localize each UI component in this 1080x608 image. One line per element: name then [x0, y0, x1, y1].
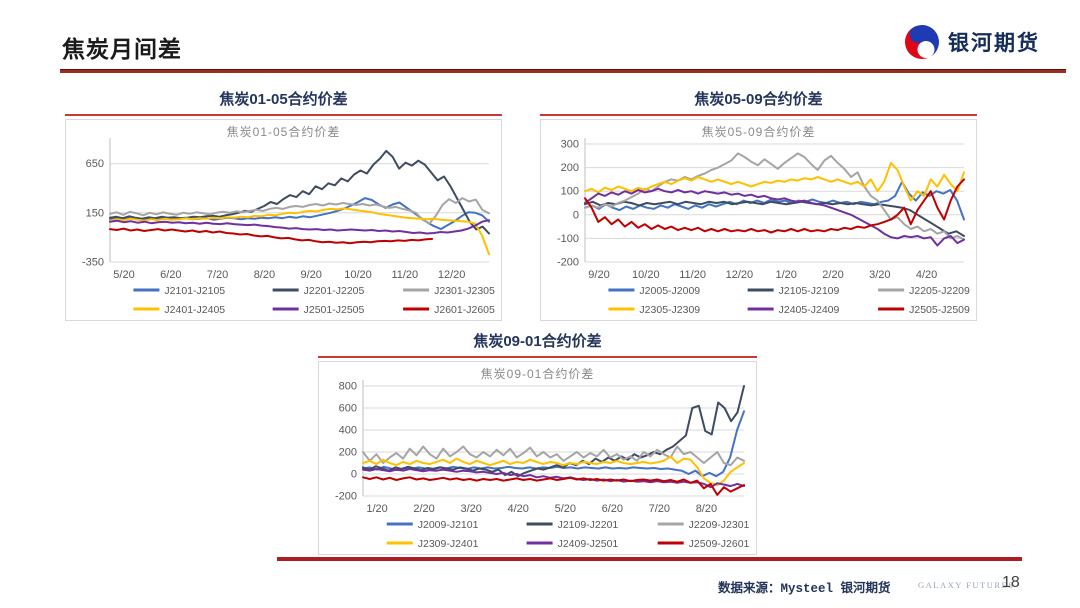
footer-source: 数据来源：Mysteel 银河期货	[718, 582, 891, 596]
svg-text:5/20: 5/20	[555, 503, 576, 515]
title-underline	[60, 69, 1066, 73]
svg-text:J2601-J2605: J2601-J2605	[434, 304, 495, 316]
svg-text:-100: -100	[557, 233, 579, 245]
chart-box-05-09: 焦炭05-09合约价差 300 200 100 0 -100 -200 9/20 10/20 11…	[540, 119, 977, 321]
chart-section-09-01: 焦炭09-01合约价差 焦炭09-01合约价差 800 600 400 200 0 -200…	[318, 330, 757, 555]
svg-text:J2009-J2101: J2009-J2101	[418, 519, 479, 531]
svg-text:6/20: 6/20	[160, 269, 181, 281]
svg-text:J2405-J2409: J2405-J2409	[779, 304, 840, 316]
svg-text:8/20: 8/20	[696, 503, 717, 515]
page-number: 18	[1002, 574, 1020, 591]
company-logo: 银河期货	[904, 24, 1040, 60]
svg-text:4/20: 4/20	[916, 269, 937, 281]
svg-text:8/20: 8/20	[254, 269, 275, 281]
svg-text:150: 150	[86, 207, 104, 219]
svg-text:6/20: 6/20	[602, 503, 623, 515]
svg-text:J2309-J2401: J2309-J2401	[418, 538, 479, 550]
svg-text:800: 800	[339, 381, 357, 393]
svg-text:J2301-J2305: J2301-J2305	[434, 285, 495, 297]
svg-text:11/20: 11/20	[679, 269, 706, 281]
chart-header-01-05: 焦炭01-05合约价差	[65, 88, 502, 116]
chart-header-05-09: 焦炭05-09合约价差	[540, 88, 977, 116]
svg-text:2/20: 2/20	[413, 503, 434, 515]
svg-text:焦炭01-05合约价差: 焦炭01-05合约价差	[227, 124, 341, 139]
svg-text:9/20: 9/20	[588, 269, 609, 281]
chart-section-01-05: 焦炭01-05合约价差 焦炭01-05合约价差 650 150 -350 5/20 6/2…	[65, 88, 502, 321]
svg-text:-350: -350	[82, 257, 104, 269]
svg-text:焦炭09-01合约价差: 焦炭09-01合约价差	[481, 366, 595, 381]
svg-text:J2209-J2301: J2209-J2301	[689, 519, 750, 531]
chart-header-09-01: 焦炭09-01合约价差	[318, 330, 757, 358]
svg-text:3/20: 3/20	[869, 269, 890, 281]
chart-box-09-01: 焦炭09-01合约价差 800 600 400 200 0 -200 1/20 2/20 3/20…	[318, 361, 757, 555]
svg-text:-200: -200	[335, 491, 357, 503]
svg-text:5/20: 5/20	[113, 269, 134, 281]
svg-text:300: 300	[561, 139, 579, 151]
galaxy-swirl-icon	[904, 24, 940, 60]
svg-text:400: 400	[339, 425, 357, 437]
svg-text:J2101-J2105: J2101-J2105	[164, 285, 225, 297]
svg-text:-200: -200	[557, 257, 579, 269]
svg-text:0: 0	[351, 469, 357, 481]
svg-text:J2305-J2309: J2305-J2309	[639, 304, 700, 316]
svg-text:10/20: 10/20	[632, 269, 660, 281]
svg-text:J2205-J2209: J2205-J2209	[909, 285, 970, 297]
chart-canvas-01-05: 焦炭01-05合约价差 650 150 -350 5/20 6/20 7/20 8/20 9/2…	[82, 124, 495, 316]
svg-text:4/20: 4/20	[507, 503, 528, 515]
svg-text:J2105-J2109: J2105-J2109	[779, 285, 840, 297]
svg-text:J2409-J2501: J2409-J2501	[558, 538, 619, 550]
chart-box-01-05: 焦炭01-05合约价差 650 150 -350 5/20 6/20 7/20 8/20 9/2…	[65, 119, 502, 321]
svg-text:3/20: 3/20	[460, 503, 481, 515]
svg-text:1/20: 1/20	[366, 503, 387, 515]
page-title: 焦炭月间差	[62, 36, 182, 62]
logo-text: 银河期货	[948, 32, 1040, 55]
svg-text:12/20: 12/20	[726, 269, 754, 281]
svg-text:7/20: 7/20	[207, 269, 228, 281]
footer-rule	[277, 557, 1022, 561]
svg-text:200: 200	[561, 162, 579, 174]
svg-text:11/20: 11/20	[391, 269, 418, 281]
svg-text:J2109-J2201: J2109-J2201	[558, 519, 619, 531]
svg-text:J2201-J2205: J2201-J2205	[304, 285, 365, 297]
svg-text:12/20: 12/20	[438, 269, 466, 281]
svg-text:J2401-J2405: J2401-J2405	[164, 304, 225, 316]
chart-canvas-05-09: 焦炭05-09合约价差 300 200 100 0 -100 -200 9/20 10/20 11…	[557, 124, 970, 316]
svg-text:J2509-J2601: J2509-J2601	[689, 538, 750, 550]
svg-text:0: 0	[573, 209, 579, 221]
svg-text:100: 100	[561, 186, 579, 198]
svg-text:J2005-J2009: J2005-J2009	[639, 285, 700, 297]
svg-text:7/20: 7/20	[649, 503, 670, 515]
svg-text:9/20: 9/20	[300, 269, 321, 281]
svg-text:10/20: 10/20	[344, 269, 372, 281]
chart-canvas-09-01: 焦炭09-01合约价差 800 600 400 200 0 -200 1/20 2/20 3/20…	[335, 366, 750, 550]
chart-section-05-09: 焦炭05-09合约价差 焦炭05-09合约价差 300 200 100 0 -100 -20…	[540, 88, 977, 321]
svg-text:J2505-J2509: J2505-J2509	[909, 304, 970, 316]
svg-text:2/20: 2/20	[822, 269, 843, 281]
footer-brand: GALAXY FUTURES	[918, 580, 1015, 590]
svg-text:J2501-J2505: J2501-J2505	[304, 304, 365, 316]
svg-text:200: 200	[339, 447, 357, 459]
svg-text:600: 600	[339, 403, 357, 415]
svg-text:650: 650	[86, 158, 104, 170]
svg-text:焦炭05-09合约价差: 焦炭05-09合约价差	[702, 124, 816, 139]
svg-text:1/20: 1/20	[775, 269, 796, 281]
